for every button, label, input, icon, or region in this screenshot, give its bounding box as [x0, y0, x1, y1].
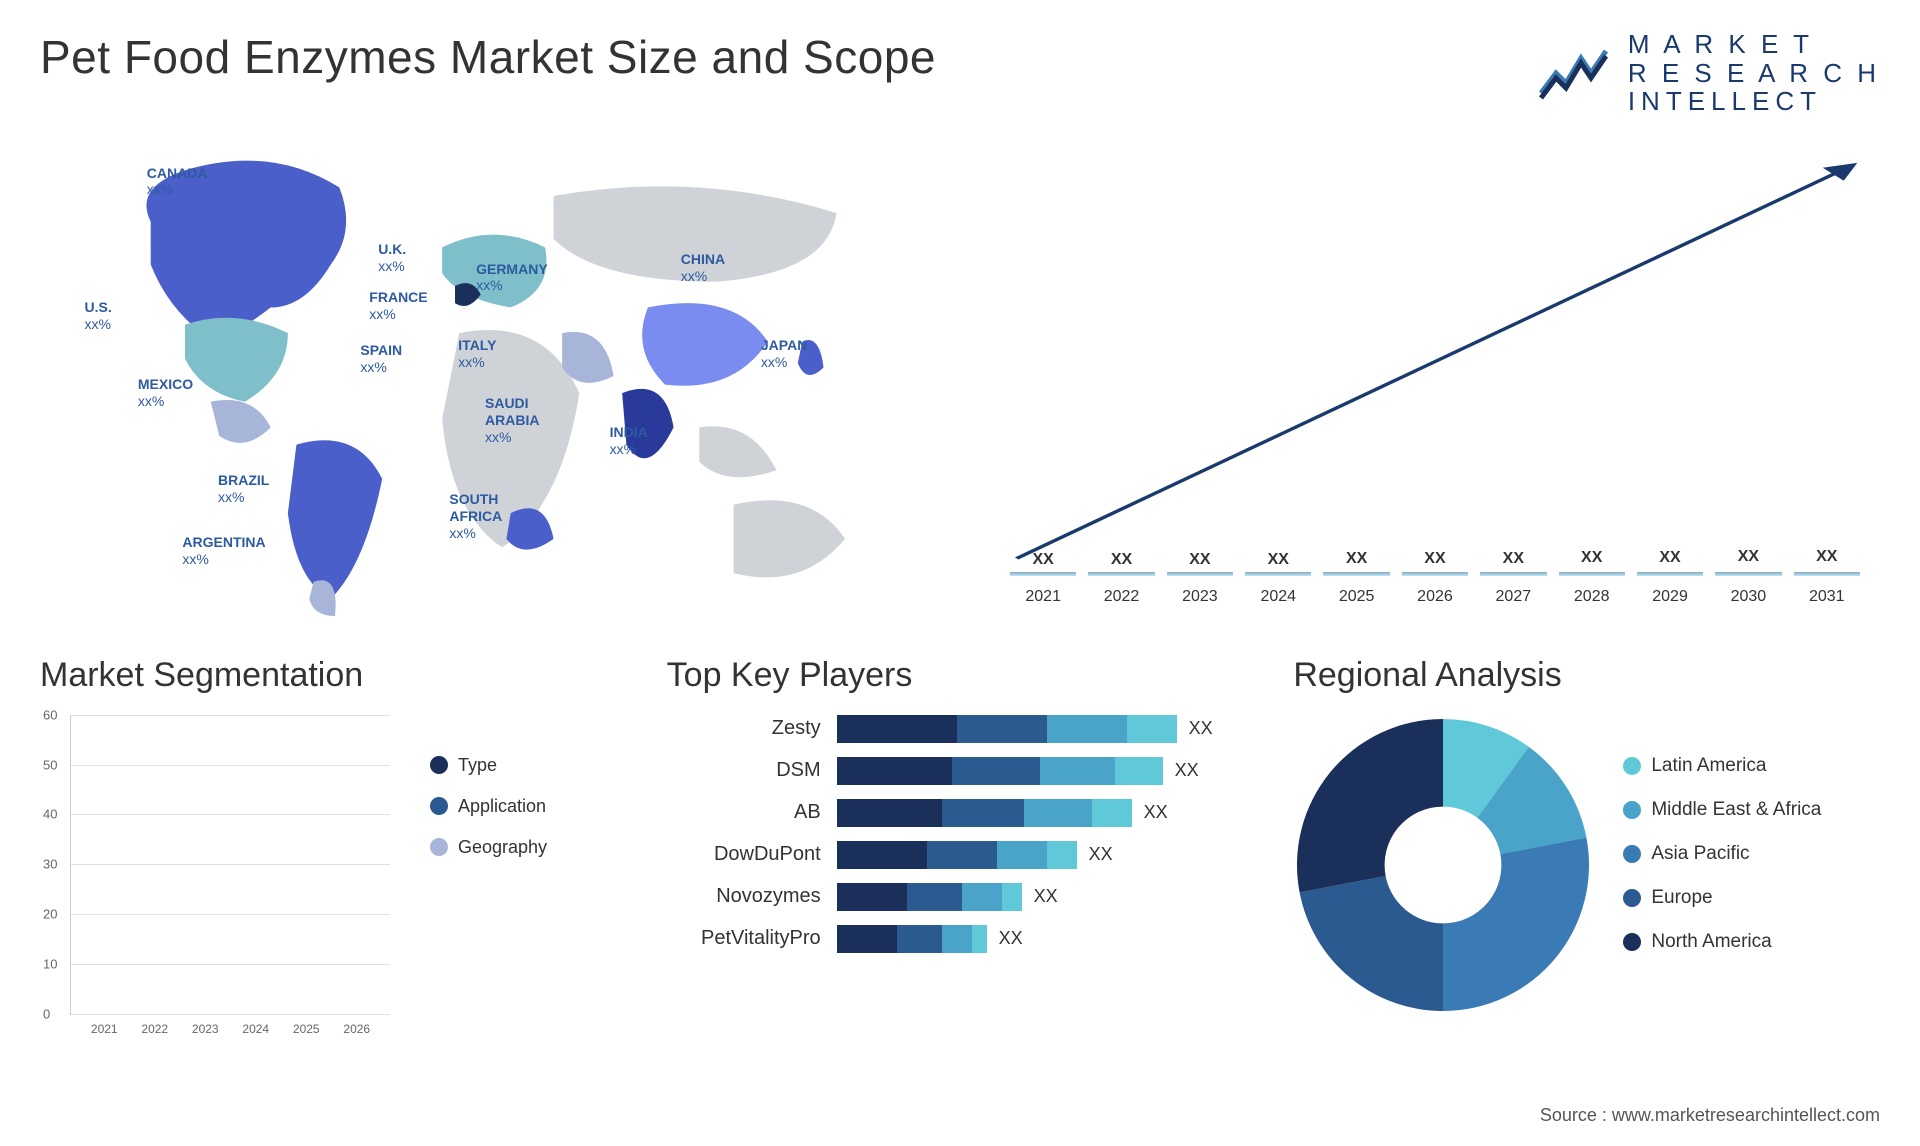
map-label-india: INDIAxx%	[610, 424, 648, 458]
map-label-france: FRANCExx%	[369, 289, 427, 323]
regional-panel: Regional Analysis Latin America Middle Ea…	[1293, 656, 1880, 1015]
segmentation-chart: 202120222023202420252026 0102030405060	[70, 715, 390, 1015]
main-bar-2030: XX	[1715, 572, 1781, 576]
ra-legend-latin-america: Latin America	[1623, 755, 1821, 777]
main-bar-chart: XXXXXXXXXXXXXXXXXXXXXX 20212022202320242…	[990, 136, 1880, 616]
main-bar-2021: XX	[1010, 572, 1076, 576]
ra-legend-asia-pacific: Asia Pacific	[1623, 843, 1821, 865]
map-label-mexico: MEXICOxx%	[138, 376, 193, 410]
map-label-canada: CANADAxx%	[147, 165, 208, 199]
kp-row-ab: ABXX	[667, 799, 1254, 827]
main-bar-2023: XX	[1167, 572, 1233, 576]
map-label-south-africa: SOUTHAFRICAxx%	[449, 491, 502, 541]
main-bar-2031: XX	[1794, 572, 1860, 576]
regional-donut-chart	[1293, 715, 1593, 1015]
donut-slice-europe	[1300, 876, 1443, 1011]
map-label-spain: SPAINxx%	[360, 342, 402, 376]
key-players-panel: Top Key Players ZestyXX DSMXX ABXX DowDuPon…	[667, 656, 1254, 1015]
map-label-brazil: BRAZILxx%	[218, 472, 269, 506]
map-label-italy: ITALYxx%	[458, 337, 496, 371]
logo: M A R K E T R E S E A R C H INTELLECT	[1536, 30, 1880, 116]
key-players-chart: ZestyXX DSMXX ABXX DowDuPontXX NovozymesXX Pe…	[667, 715, 1254, 953]
ra-legend-europe: Europe	[1623, 887, 1821, 909]
main-bar-2025: XX	[1323, 572, 1389, 576]
map-label-germany: GERMANYxx%	[476, 261, 548, 295]
donut-slice-asia-pacific	[1443, 837, 1589, 1010]
map-label-u-k-: U.K.xx%	[378, 241, 406, 275]
main-bar-2024: XX	[1245, 572, 1311, 576]
donut-slice-north-america	[1297, 719, 1443, 892]
source-text: Source : www.marketresearchintellect.com	[1540, 1105, 1880, 1126]
logo-icon	[1536, 43, 1616, 103]
kp-row-novozymes: NovozymesXX	[667, 883, 1254, 911]
seg-legend-application: Application	[430, 796, 547, 817]
kp-row-dowdupont: DowDuPontXX	[667, 841, 1254, 869]
key-players-title: Top Key Players	[667, 656, 1254, 695]
main-bar-2026: XX	[1402, 572, 1468, 576]
segmentation-title: Market Segmentation	[40, 656, 627, 695]
logo-line2: R E S E A R C H	[1628, 59, 1880, 88]
segmentation-panel: Market Segmentation 20212022202320242025…	[40, 656, 627, 1015]
regional-title: Regional Analysis	[1293, 656, 1880, 695]
segmentation-legend: Type Application Geography	[430, 755, 547, 1015]
regional-legend: Latin America Middle East & Africa Asia Pa…	[1623, 755, 1821, 975]
kp-row-zesty: ZestyXX	[667, 715, 1254, 743]
logo-line1: M A R K E T	[1628, 30, 1880, 59]
seg-legend-geography: Geography	[430, 837, 547, 858]
map-label-china: CHINAxx%	[681, 251, 725, 285]
page-title: Pet Food Enzymes Market Size and Scope	[40, 30, 936, 84]
map-label-saudi-arabia: SAUDIARABIAxx%	[485, 395, 539, 445]
seg-legend-type: Type	[430, 755, 547, 776]
ra-legend-middle-east-africa: Middle East & Africa	[1623, 799, 1821, 821]
logo-line3: INTELLECT	[1628, 87, 1880, 116]
kp-row-dsm: DSMXX	[667, 757, 1254, 785]
kp-row-petvitalitypro: PetVitalityProXX	[667, 925, 1254, 953]
map-label-u-s-: U.S.xx%	[85, 299, 112, 333]
main-bar-2028: XX	[1559, 572, 1625, 576]
map-label-argentina: ARGENTINAxx%	[182, 534, 265, 568]
main-bar-2022: XX	[1088, 572, 1154, 576]
map-label-japan: JAPANxx%	[761, 337, 807, 371]
ra-legend-north-america: North America	[1623, 931, 1821, 953]
main-bar-2029: XX	[1637, 572, 1703, 576]
world-map-chart: CANADAxx% U.S.xx% MEXICOxx% BRAZILxx% ARGENT…	[40, 136, 930, 616]
main-bar-2027: XX	[1480, 572, 1546, 576]
